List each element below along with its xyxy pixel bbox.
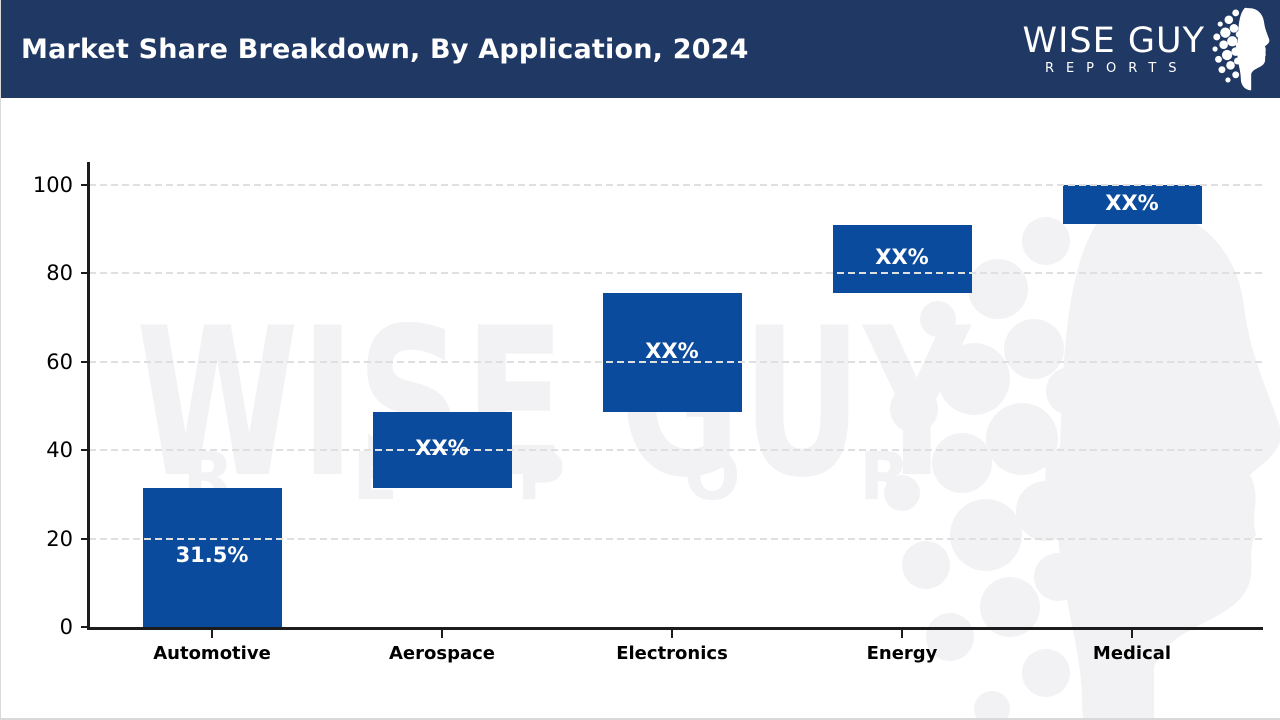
x-tick-mark <box>441 629 443 638</box>
bar-medical <box>1062 184 1202 225</box>
y-axis-line <box>87 162 90 629</box>
y-tick-label: 100 <box>32 172 73 197</box>
x-category-label: Automotive <box>153 643 271 664</box>
bar-value-label: XX% <box>1105 190 1159 215</box>
y-tick-label: 60 <box>46 349 73 374</box>
x-category-label: Energy <box>866 643 938 664</box>
x-category-label: Medical <box>1092 643 1172 664</box>
y-tick-mark <box>81 183 89 186</box>
watermark-wise-guy: WISE GUY <box>136 285 972 523</box>
y-tick-mark <box>81 449 89 452</box>
bar-electronics <box>602 293 742 413</box>
wise-guy-reports-logo: WISE GUY REPORTS <box>1022 6 1280 92</box>
bar-value-label: XX% <box>645 338 699 363</box>
gridline-20 <box>89 537 1263 540</box>
watermark-face-icon <box>884 205 1280 718</box>
gridline-100 <box>89 183 1263 186</box>
x-axis-line <box>87 627 1263 630</box>
logo-secondary-text: REPORTS <box>1044 60 1189 76</box>
y-tick-mark <box>81 537 89 540</box>
page-bottom-border <box>1 718 1280 720</box>
gridline-80 <box>89 272 1263 275</box>
y-tick-label: 20 <box>46 526 73 551</box>
y-tick-mark <box>81 360 89 363</box>
face-profile-icon <box>1212 7 1270 91</box>
x-tick-mark <box>211 629 213 638</box>
y-tick-label: 0 <box>59 615 73 639</box>
bar-value-label: XX% <box>875 244 929 269</box>
logo-text: WISE GUY REPORTS <box>1022 20 1205 76</box>
x-category-label: Aerospace <box>388 643 495 664</box>
x-tick-mark <box>1131 629 1133 638</box>
chart-title: Market Share Breakdown, By Application, … <box>21 33 749 65</box>
bar-value-label: 31.5% <box>175 543 249 568</box>
gridline-60 <box>89 360 1263 363</box>
y-tick-mark <box>81 626 89 628</box>
x-category-label: Electronics <box>616 643 728 664</box>
bar-automotive <box>142 487 282 627</box>
x-tick-mark <box>901 629 903 638</box>
y-tick-label: 40 <box>46 438 73 463</box>
bar-energy <box>832 224 972 294</box>
header-bar: Market Share Breakdown, By Application, … <box>1 0 1280 98</box>
y-tick-label: 80 <box>46 261 73 286</box>
x-tick-mark <box>671 629 673 638</box>
bar-value-label: XX% <box>415 436 469 461</box>
y-tick-mark <box>81 272 89 275</box>
gridline-40 <box>89 449 1263 452</box>
chart-area: WISE GUY R E P O R T S 0 20 40 60 80 100 31.5%… <box>1 98 1280 718</box>
logo-primary-text: WISE GUY <box>1022 20 1205 61</box>
